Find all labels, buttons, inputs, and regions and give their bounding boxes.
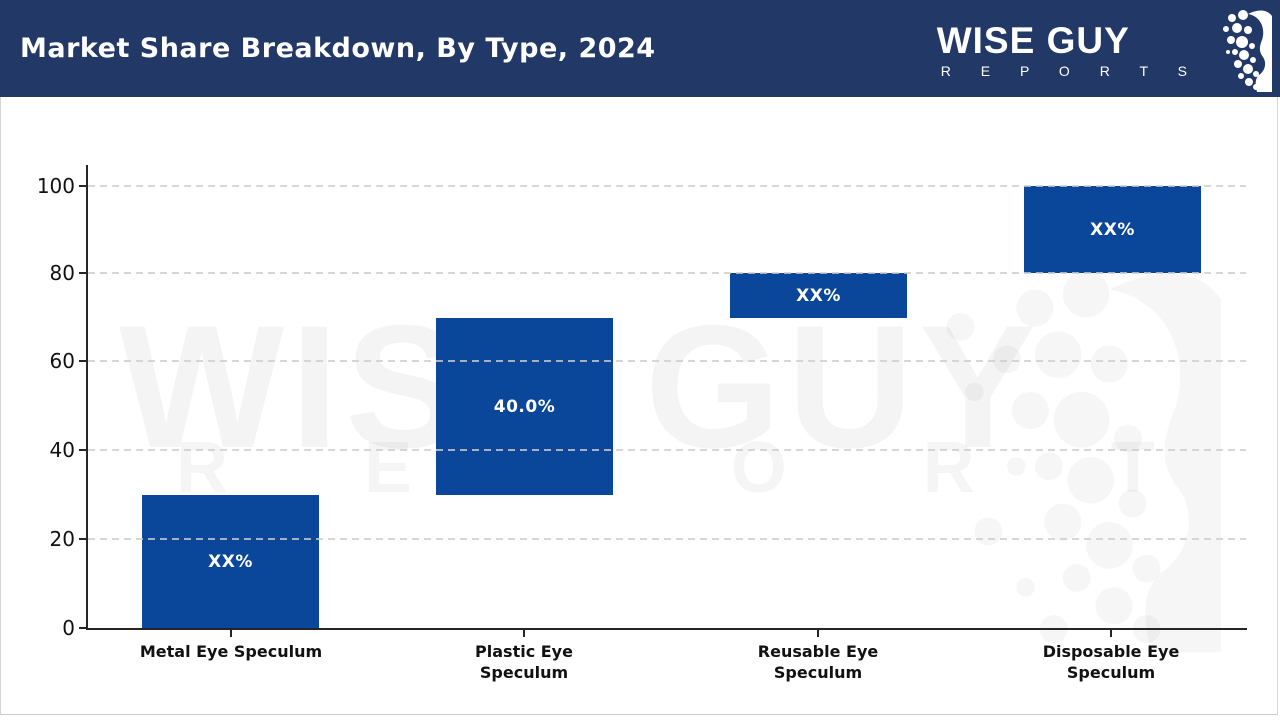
- wise-guy-logo: WISE GUY R E P O R T S: [937, 8, 1272, 92]
- x-category-label: Metal Eye Speculum: [139, 642, 323, 661]
- logo-reports-text: R E P O R T S: [940, 62, 1200, 79]
- logo-face-icon: [1223, 10, 1272, 92]
- gridline-80: [88, 272, 1246, 274]
- y-tick: [79, 185, 86, 187]
- y-tick-label: 40: [49, 438, 75, 462]
- gridline-100: [88, 185, 1246, 187]
- y-tick-label: 20: [49, 527, 75, 551]
- bar-value-label: XX%: [796, 285, 841, 306]
- y-tick-label: 80: [49, 261, 75, 285]
- x-tick: [1110, 630, 1112, 637]
- logo-brand-text: WISE GUY: [936, 19, 1130, 61]
- watermark-reports-text: R E P O R T S: [176, 427, 1280, 509]
- y-tick: [79, 360, 86, 362]
- x-category-label: Disposable Eye Speculum: [1042, 642, 1180, 682]
- y-axis-line: [86, 165, 88, 630]
- logo-text: WISE GUY R E P O R T S: [937, 22, 1200, 79]
- bar-disposable-eye-speculum: XX%: [1024, 186, 1201, 273]
- x-tick: [523, 630, 525, 637]
- chart-area: WISE GUY R E P O R T S 100 80: [0, 97, 1280, 715]
- x-tick: [230, 630, 232, 637]
- y-tick: [79, 627, 86, 629]
- x-category-label: Reusable Eye Speculum: [757, 642, 879, 682]
- y-tick: [79, 449, 86, 451]
- bar-reusable-eye-speculum: XX%: [730, 273, 907, 318]
- gridline-20: [88, 538, 1246, 540]
- x-tick: [817, 630, 819, 637]
- y-tick-label: 100: [36, 174, 75, 198]
- bar-value-label: XX%: [1090, 219, 1135, 240]
- x-axis-line: [86, 628, 1247, 630]
- x-category-label: Plastic Eye Speculum: [475, 642, 573, 682]
- y-tick: [79, 272, 86, 274]
- bar-metal-eye-speculum: XX%: [142, 495, 319, 628]
- gridline-60: [88, 360, 1246, 362]
- bar-value-label: 40.0%: [493, 396, 556, 417]
- header-bar: Market Share Breakdown, By Type, 2024 WI…: [0, 0, 1280, 97]
- y-tick-label: 60: [49, 349, 75, 373]
- gridline-40: [88, 449, 1246, 451]
- y-tick-label: 0: [62, 616, 75, 640]
- page-title: Market Share Breakdown, By Type, 2024: [20, 33, 656, 64]
- bar-value-label: XX%: [208, 551, 253, 572]
- y-tick: [79, 538, 86, 540]
- bar-plastic-eye-speculum: 40.0%: [436, 318, 613, 495]
